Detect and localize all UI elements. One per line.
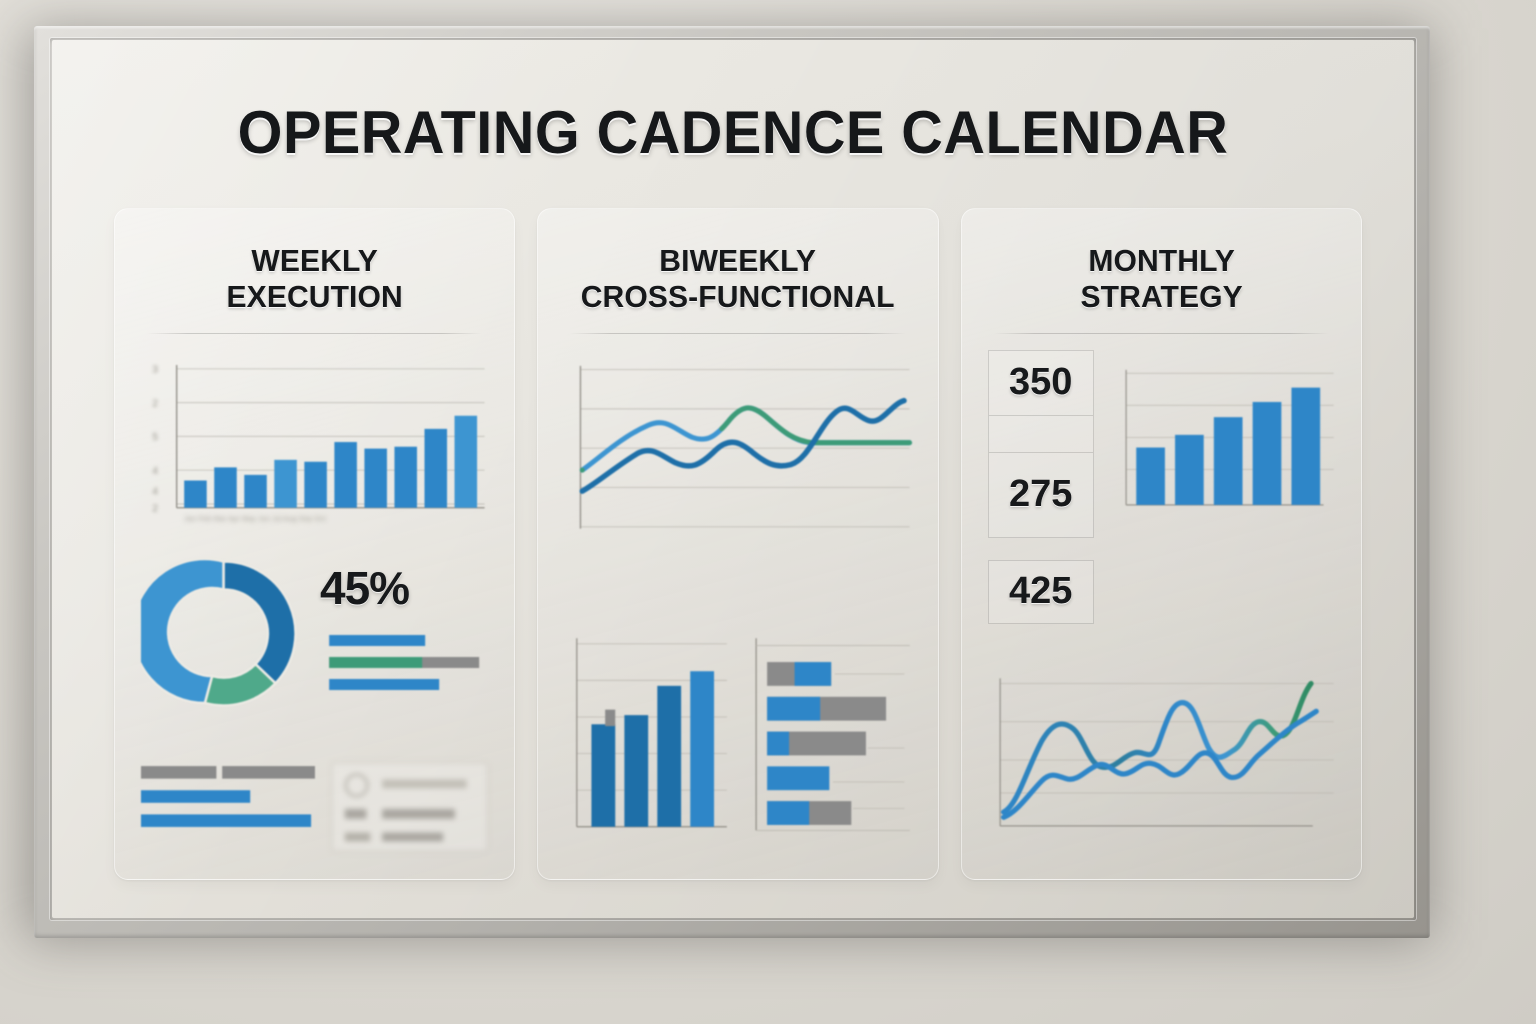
panel-title-biweekly: BIWEEKLY CROSS-FUNCTIONAL bbox=[581, 243, 895, 314]
panel-body-weekly: 3 2 5 4 4 2 bbox=[141, 334, 488, 853]
weekly-donut-row: 45% bbox=[141, 551, 488, 716]
donut-segment-a bbox=[141, 557, 225, 705]
chart-biweekly-stacked bbox=[747, 623, 912, 853]
weekly-footer-row bbox=[141, 761, 488, 853]
chart-monthly-line bbox=[988, 653, 1335, 853]
kpi-value-425: 425 bbox=[1008, 570, 1073, 613]
panel-title-monthly: MONTHLY STRATEGY bbox=[1080, 243, 1243, 314]
chart-weekly-donut bbox=[141, 551, 306, 716]
poster-frame: OPERATING CADENCE CALENDAR WEEKLY EXECUT… bbox=[34, 26, 1430, 938]
board-surface: OPERATING CADENCE CALENDAR WEEKLY EXECUT… bbox=[52, 40, 1414, 918]
biweekly-bottom-row bbox=[564, 623, 911, 853]
page-title: OPERATING CADENCE CALENDAR bbox=[237, 99, 1229, 166]
chart-weekly-progress bbox=[320, 633, 488, 695]
panel-divider bbox=[570, 332, 906, 334]
kpi-card-spacer bbox=[987, 414, 1094, 452]
chart-weekly-bar: 3 2 5 4 4 2 bbox=[141, 350, 488, 535]
panel-divider bbox=[147, 332, 483, 334]
monthly-top-row: 350 275 425 bbox=[987, 349, 1335, 624]
kpi-value-350: 350 bbox=[1008, 361, 1073, 404]
svg-text:2: 2 bbox=[152, 398, 158, 409]
chart-weekly-summary bbox=[141, 761, 315, 833]
svg-text:Jan Feb Mar Apr May Jun Jul Au: Jan Feb Mar Apr May Jun Jul Aug Sep Oct bbox=[184, 514, 327, 523]
weekly-detail-card[interactable] bbox=[331, 761, 488, 853]
panel-divider bbox=[993, 332, 1329, 334]
svg-text:2: 2 bbox=[152, 503, 158, 514]
kpi-weekly-percent: 45% bbox=[320, 561, 410, 614]
panel-weekly-execution[interactable]: WEEKLY EXECUTION bbox=[114, 208, 516, 880]
kpi-card-425[interactable]: 425 bbox=[987, 559, 1094, 624]
svg-text:4: 4 bbox=[152, 466, 158, 477]
chart-biweekly-bar bbox=[564, 623, 729, 853]
kpi-card-350[interactable]: 350 bbox=[987, 349, 1094, 415]
panel-title-weekly: WEEKLY EXECUTION bbox=[226, 243, 403, 314]
panel-body-biweekly bbox=[564, 334, 912, 853]
columns-container: WEEKLY EXECUTION bbox=[114, 208, 1362, 880]
panel-monthly-strategy[interactable]: MONTHLY STRATEGY 350 275 bbox=[960, 208, 1362, 880]
svg-text:3: 3 bbox=[152, 364, 158, 375]
kpi-value-275: 275 bbox=[1008, 473, 1073, 516]
panel-body-monthly: 350 275 425 bbox=[987, 334, 1335, 853]
chart-monthly-bar bbox=[1116, 350, 1335, 540]
kpi-card-275[interactable]: 275 bbox=[987, 451, 1094, 538]
svg-text:5: 5 bbox=[152, 432, 158, 443]
svg-text:4: 4 bbox=[152, 487, 158, 498]
monthly-kpi-stack: 350 275 425 bbox=[987, 349, 1094, 624]
chart-biweekly-line bbox=[564, 350, 912, 550]
donut-segment-b bbox=[222, 560, 297, 685]
panel-biweekly-cross-functional[interactable]: BIWEEKLY CROSS-FUNCTIONAL bbox=[537, 208, 939, 880]
